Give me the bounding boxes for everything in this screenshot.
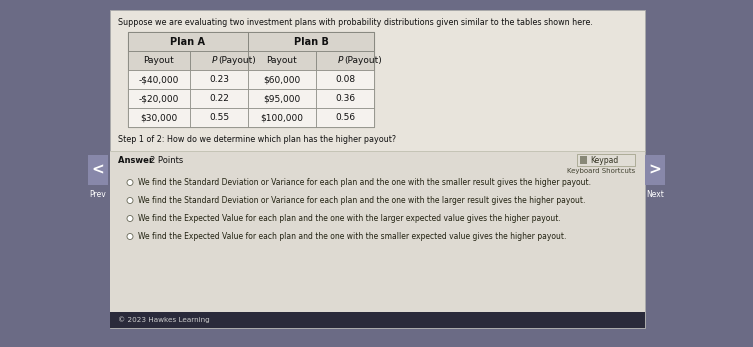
Text: 0.23: 0.23 bbox=[209, 75, 229, 84]
Bar bbox=[128, 108, 190, 127]
Text: Plan B: Plan B bbox=[294, 36, 328, 46]
Text: We find the Expected Value for each plan and the one with the smaller expected v: We find the Expected Value for each plan… bbox=[138, 232, 566, 241]
Text: Keypad: Keypad bbox=[590, 155, 618, 164]
Bar bbox=[128, 32, 248, 51]
Circle shape bbox=[127, 179, 133, 186]
Text: $100,000: $100,000 bbox=[261, 113, 303, 122]
Text: (Payout): (Payout) bbox=[344, 56, 382, 65]
Bar bbox=[110, 312, 645, 328]
Bar bbox=[128, 89, 190, 108]
Text: $60,000: $60,000 bbox=[264, 75, 300, 84]
Bar bbox=[110, 10, 645, 328]
Bar bbox=[110, 151, 645, 328]
Bar bbox=[577, 154, 635, 166]
Text: Plan A: Plan A bbox=[170, 36, 206, 46]
Circle shape bbox=[127, 234, 133, 239]
Text: 0.22: 0.22 bbox=[209, 94, 229, 103]
Bar bbox=[248, 108, 316, 127]
Bar bbox=[248, 89, 316, 108]
Text: Payout: Payout bbox=[144, 56, 175, 65]
Bar bbox=[248, 51, 316, 70]
Bar bbox=[190, 89, 248, 108]
Text: >: > bbox=[648, 162, 661, 178]
Bar bbox=[128, 32, 374, 127]
Text: Step 1 of 2: How do we determine which plan has the higher payout?: Step 1 of 2: How do we determine which p… bbox=[118, 135, 396, 144]
Bar bbox=[645, 155, 665, 185]
Text: Suppose we are evaluating two investment plans with probability distributions gi: Suppose we are evaluating two investment… bbox=[118, 18, 593, 27]
Bar bbox=[88, 155, 108, 185]
Text: Keyboard Shortcuts: Keyboard Shortcuts bbox=[567, 168, 635, 174]
Text: -$40,000: -$40,000 bbox=[139, 75, 179, 84]
Bar bbox=[248, 32, 374, 51]
Text: We find the Standard Deviation or Variance for each plan and the one with the sm: We find the Standard Deviation or Varian… bbox=[138, 178, 591, 187]
Text: -$20,000: -$20,000 bbox=[139, 94, 179, 103]
Text: 0.56: 0.56 bbox=[335, 113, 355, 122]
Bar bbox=[316, 70, 374, 89]
Text: Payout: Payout bbox=[267, 56, 297, 65]
Text: Answer: Answer bbox=[118, 156, 159, 165]
Text: $95,000: $95,000 bbox=[264, 94, 300, 103]
Bar bbox=[190, 70, 248, 89]
Text: Prev: Prev bbox=[90, 190, 106, 199]
Text: P: P bbox=[212, 56, 217, 65]
Text: (Payout): (Payout) bbox=[218, 56, 256, 65]
Text: $30,000: $30,000 bbox=[140, 113, 178, 122]
Bar bbox=[316, 51, 374, 70]
Bar bbox=[190, 51, 248, 70]
Text: P: P bbox=[337, 56, 343, 65]
Circle shape bbox=[127, 197, 133, 203]
Text: 0.08: 0.08 bbox=[335, 75, 355, 84]
Bar bbox=[248, 70, 316, 89]
Text: Next: Next bbox=[646, 190, 664, 199]
Bar bbox=[128, 70, 190, 89]
Bar bbox=[190, 108, 248, 127]
Text: © 2023 Hawkes Learning: © 2023 Hawkes Learning bbox=[118, 317, 210, 323]
Text: 0.36: 0.36 bbox=[335, 94, 355, 103]
Text: <: < bbox=[92, 162, 105, 178]
Bar bbox=[580, 156, 587, 164]
Bar bbox=[316, 89, 374, 108]
Bar bbox=[316, 108, 374, 127]
Text: We find the Expected Value for each plan and the one with the larger expected va: We find the Expected Value for each plan… bbox=[138, 214, 561, 223]
Text: 0.55: 0.55 bbox=[209, 113, 229, 122]
Text: We find the Standard Deviation or Variance for each plan and the one with the la: We find the Standard Deviation or Varian… bbox=[138, 196, 585, 205]
Text: 2 Points: 2 Points bbox=[150, 156, 183, 165]
Circle shape bbox=[127, 215, 133, 221]
Bar bbox=[128, 51, 190, 70]
